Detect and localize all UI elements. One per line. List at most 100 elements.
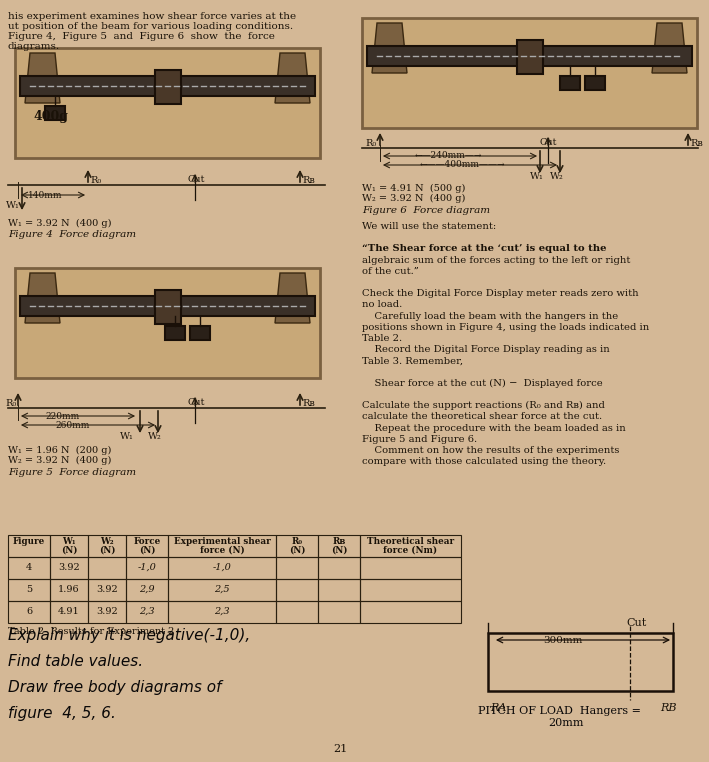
Bar (155, 70, 181, 104)
Bar (126, 557, 168, 579)
Bar (168, 601, 276, 623)
Polygon shape (275, 53, 310, 103)
Text: ←——400mm——→: ←——400mm——→ (420, 160, 506, 169)
Text: W₂: W₂ (148, 432, 162, 441)
Bar (276, 557, 318, 579)
Text: 220mm: 220mm (45, 412, 79, 421)
Text: no load.: no load. (362, 300, 402, 309)
Text: Figure 6  Force diagram: Figure 6 Force diagram (362, 206, 490, 215)
Text: W₂: W₂ (550, 172, 564, 181)
Bar (517, 40, 543, 74)
Bar (8, 535, 50, 557)
Text: Carefully load the beam with the hangers in the: Carefully load the beam with the hangers… (362, 312, 618, 321)
Text: W₁ = 1.96 N  (200 g): W₁ = 1.96 N (200 g) (8, 446, 111, 455)
Bar (50, 557, 88, 579)
Text: ←—240mm—→: ←—240mm—→ (415, 151, 482, 160)
Text: Cut: Cut (188, 175, 206, 184)
Text: Check the Digital Force Display meter reads zero with: Check the Digital Force Display meter re… (362, 290, 639, 298)
Polygon shape (372, 23, 407, 73)
Text: Record the Digital Force Display reading as in: Record the Digital Force Display reading… (362, 345, 610, 354)
Bar (155, 290, 181, 324)
Bar (15, 268, 320, 378)
Text: RA: RA (490, 703, 506, 713)
Text: PITCH OF LOAD  Hangers =: PITCH OF LOAD Hangers = (478, 706, 641, 716)
Text: Force: Force (133, 537, 161, 546)
Bar (168, 557, 276, 579)
Bar (360, 601, 461, 623)
Text: 3.92: 3.92 (96, 607, 118, 616)
Text: W₂ = 3.92 N  (400 g): W₂ = 3.92 N (400 g) (362, 194, 465, 203)
Bar (560, 76, 580, 90)
Text: Rʙ: Rʙ (302, 399, 315, 408)
Bar (88, 601, 126, 623)
Bar (318, 579, 360, 601)
Bar (20, 296, 315, 316)
Text: W₁: W₁ (62, 537, 76, 546)
Text: Figure 4  Force diagram: Figure 4 Force diagram (8, 230, 136, 239)
Text: his experiment examines how shear force varies at the: his experiment examines how shear force … (8, 12, 296, 21)
Text: 20mm: 20mm (548, 718, 584, 728)
Text: R₀: R₀ (365, 139, 376, 148)
Text: W₁: W₁ (6, 201, 20, 210)
Bar (20, 76, 315, 96)
Text: (N): (N) (99, 546, 116, 555)
Bar (45, 106, 65, 120)
Text: 2,9: 2,9 (139, 585, 155, 594)
Text: W₁: W₁ (120, 432, 134, 441)
Text: 1.96: 1.96 (58, 585, 80, 594)
Bar (88, 579, 126, 601)
Text: diagrams.: diagrams. (8, 42, 60, 51)
Text: (N): (N) (331, 546, 347, 555)
Text: 21: 21 (333, 744, 347, 754)
Text: Figure 4,  Figure 5  and  Figure 6  show  the  force: Figure 4, Figure 5 and Figure 6 show the… (8, 32, 275, 41)
Text: calculate the theoretical shear force at the cut.: calculate the theoretical shear force at… (362, 412, 602, 421)
Bar (50, 535, 88, 557)
Text: of the cut.”: of the cut.” (362, 267, 419, 276)
Text: Table 3. Remember,: Table 3. Remember, (362, 357, 463, 366)
Text: 6: 6 (26, 607, 32, 616)
Text: Figure 5 and Figure 6.: Figure 5 and Figure 6. (362, 435, 477, 443)
Text: W₂ = 3.92 N  (400 g): W₂ = 3.92 N (400 g) (8, 456, 111, 465)
Bar (360, 535, 461, 557)
Bar (276, 579, 318, 601)
Bar (168, 579, 276, 601)
Polygon shape (275, 273, 310, 323)
Text: W₁ = 3.92 N  (400 g): W₁ = 3.92 N (400 g) (8, 219, 111, 228)
Polygon shape (25, 273, 60, 323)
Text: Table 2.: Table 2. (362, 334, 402, 343)
Text: (N): (N) (61, 546, 77, 555)
Bar (367, 46, 692, 66)
Text: Cut: Cut (188, 398, 206, 407)
Bar (168, 535, 276, 557)
Text: force (Nm): force (Nm) (384, 546, 437, 555)
Text: 5: 5 (26, 585, 32, 594)
Text: 4: 4 (26, 563, 32, 572)
Text: 2,3: 2,3 (214, 607, 230, 616)
Text: (N): (N) (289, 546, 306, 555)
Text: 3.92: 3.92 (96, 585, 118, 594)
Text: Experimental shear: Experimental shear (174, 537, 270, 546)
Text: W₁ = 4.91 N  (500 g): W₁ = 4.91 N (500 g) (362, 184, 465, 193)
Text: Cut: Cut (626, 618, 646, 628)
Text: 2,3: 2,3 (139, 607, 155, 616)
Text: positions shown in Figure 4, using the loads indicated in: positions shown in Figure 4, using the l… (362, 323, 649, 331)
Text: Theoretical shear: Theoretical shear (367, 537, 454, 546)
Text: compare with those calculated using the theory.: compare with those calculated using the … (362, 457, 606, 466)
Bar (360, 557, 461, 579)
Text: 140mm: 140mm (28, 191, 62, 200)
Text: W₂: W₂ (100, 537, 114, 546)
Text: Calculate the support reactions (R₀ and Rʙ) and: Calculate the support reactions (R₀ and … (362, 402, 605, 410)
Bar (88, 557, 126, 579)
Text: Figure: Figure (13, 537, 45, 546)
Text: algebraic sum of the forces acting to the left or right: algebraic sum of the forces acting to th… (362, 255, 630, 264)
Text: (N): (N) (139, 546, 155, 555)
Text: 300mm: 300mm (543, 636, 582, 645)
Text: R₀: R₀ (90, 176, 101, 185)
Text: R₀: R₀ (291, 537, 303, 546)
Bar (318, 557, 360, 579)
Text: Comment on how the results of the experiments: Comment on how the results of the experi… (362, 446, 620, 455)
Polygon shape (652, 23, 687, 73)
Bar (50, 579, 88, 601)
Text: figure  4, 5, 6.: figure 4, 5, 6. (8, 706, 116, 721)
Bar (360, 579, 461, 601)
